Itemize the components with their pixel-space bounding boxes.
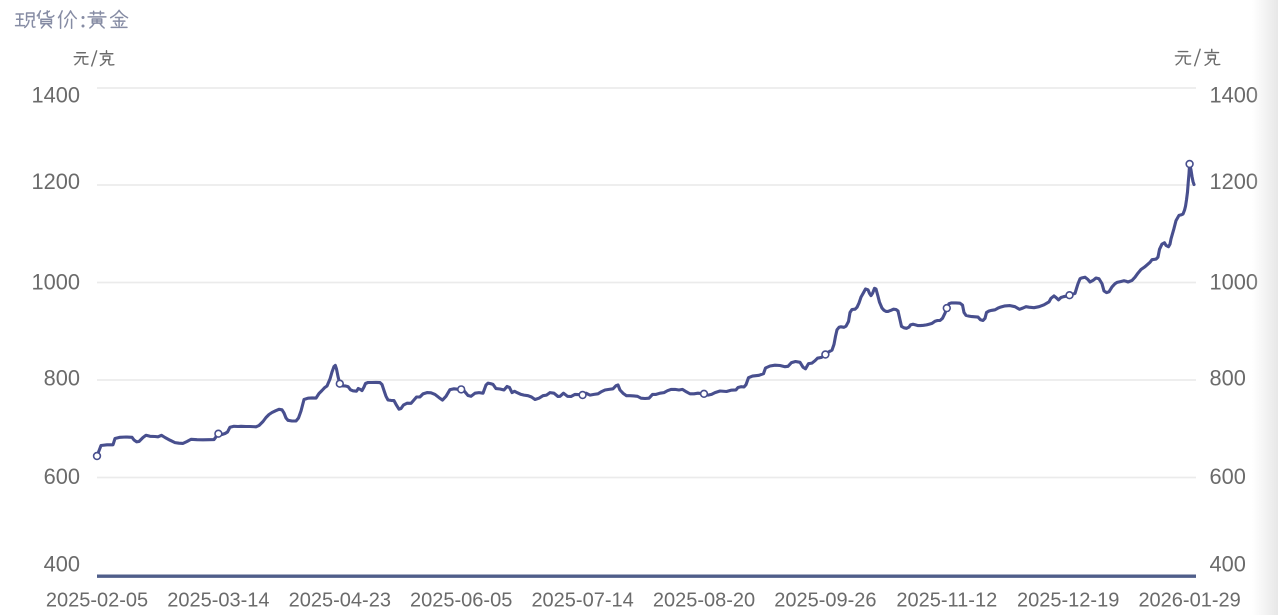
svg-text:800: 800	[1210, 366, 1246, 391]
svg-text:2025-08-20: 2025-08-20	[653, 590, 755, 612]
svg-text:1000: 1000	[1210, 270, 1259, 295]
svg-text:400: 400	[1210, 552, 1246, 577]
svg-text:2025-04-23: 2025-04-23	[289, 590, 391, 612]
svg-text:2025-12-19: 2025-12-19	[1017, 590, 1119, 612]
svg-text:2025-07-14: 2025-07-14	[531, 590, 633, 612]
svg-text:1400: 1400	[1210, 83, 1259, 108]
svg-text:1200: 1200	[1210, 169, 1259, 194]
svg-text:400: 400	[44, 552, 80, 577]
svg-text:2025-11-12: 2025-11-12	[896, 590, 997, 612]
svg-text:1200: 1200	[32, 169, 81, 194]
svg-text:2025-06-05: 2025-06-05	[410, 590, 512, 612]
svg-text:2026-01-29: 2026-01-29	[1138, 590, 1240, 612]
svg-text:2025-02-05: 2025-02-05	[46, 590, 148, 612]
svg-text:600: 600	[44, 464, 80, 489]
svg-text:2025-03-14: 2025-03-14	[167, 590, 269, 612]
svg-text:1000: 1000	[32, 270, 81, 295]
svg-text:1400: 1400	[32, 83, 81, 108]
svg-text:800: 800	[44, 366, 80, 391]
svg-text:600: 600	[1210, 464, 1246, 489]
svg-text:2025-09-26: 2025-09-26	[774, 590, 876, 612]
